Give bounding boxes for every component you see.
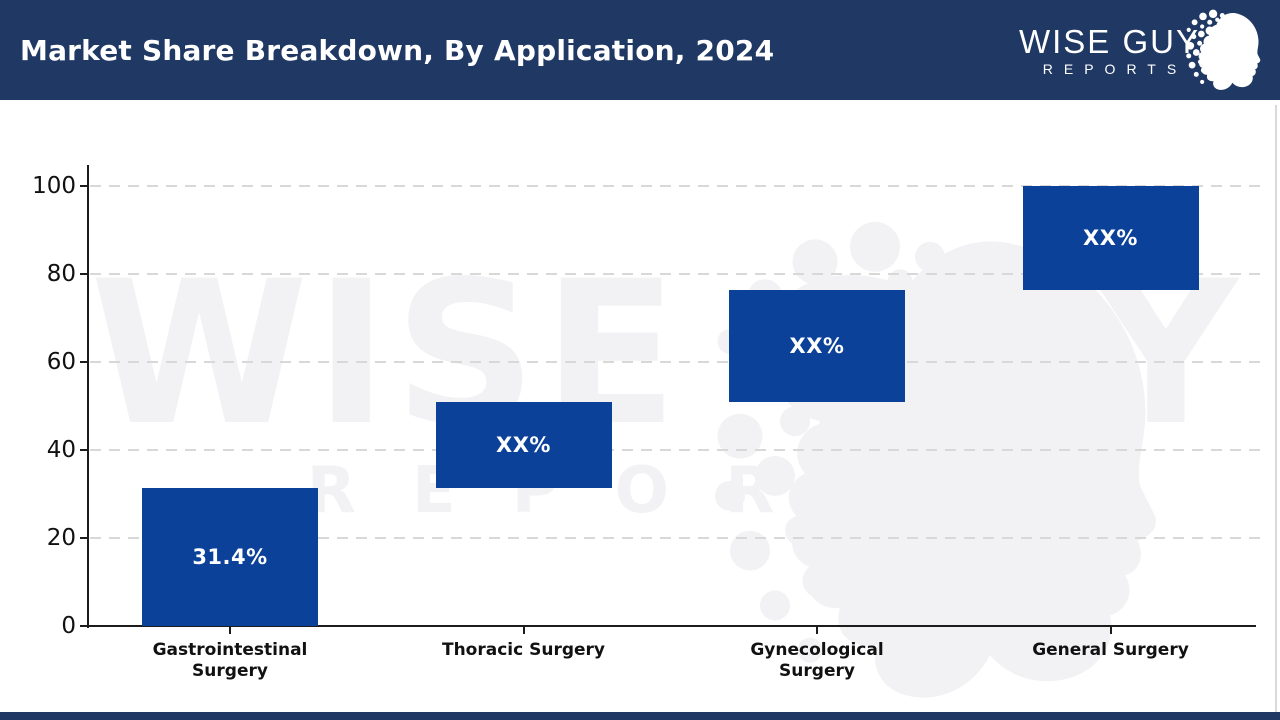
- brand-face-icon: [1182, 8, 1266, 92]
- grid-line-60: [90, 361, 1262, 363]
- bar-label-gynecological-surgery: XX%: [789, 334, 845, 359]
- y-tick-mark-20: [80, 537, 88, 539]
- y-tick-label-40: 40: [46, 437, 76, 463]
- y-tick-label-20: 20: [46, 525, 76, 551]
- bar-label-gastrointestinal-surgery: 31.4%: [192, 544, 268, 569]
- footer-strip: [0, 712, 1280, 720]
- bar-gynecological-surgery: XX%: [729, 290, 905, 403]
- y-tick-label-100: 100: [32, 173, 76, 199]
- plot-right-border: [1275, 105, 1277, 712]
- brand-subtitle: REPORTS: [1042, 60, 1188, 77]
- bar-thoracic-surgery: XX%: [435, 402, 612, 488]
- y-tick-mark-60: [80, 361, 88, 363]
- y-axis-line: [87, 165, 89, 628]
- plot-area: 0 20 40 60 80 100 31.4% Gastrointestinal Surger…: [0, 100, 1280, 712]
- bar-label-thoracic-surgery: XX%: [496, 432, 551, 457]
- y-tick-mark-100: [80, 185, 88, 187]
- bar-gastrointestinal-surgery: 31.4%: [142, 487, 318, 626]
- x-axis-label-gastrointestinal-surgery: Gastrointestinal Surgery: [152, 640, 308, 682]
- grid-line-40: [90, 449, 1262, 451]
- brand-logo: WISE GUY REPORTS: [1019, 8, 1280, 92]
- x-axis-line: [87, 625, 1256, 627]
- brand-logo-text: WISE GUY REPORTS: [1019, 25, 1200, 76]
- y-tick-label-60: 60: [46, 349, 76, 375]
- x-tick-general-surgery: [1109, 627, 1112, 634]
- y-tick-mark-80: [80, 273, 88, 275]
- x-axis-label-thoracic-surgery: Thoracic Surgery: [441, 640, 606, 660]
- x-axis-label-general-surgery: General Surgery: [1032, 640, 1189, 660]
- y-tick-mark-0: [80, 625, 88, 627]
- page-title: Market Share Breakdown, By Application, …: [20, 33, 775, 67]
- brand-name: WISE GUY: [1018, 22, 1200, 60]
- x-tick-gynecological-surgery: [816, 627, 818, 634]
- header: Market Share Breakdown, By Application, …: [0, 0, 1280, 100]
- y-tick-mark-40: [80, 449, 88, 451]
- x-tick-gastrointestinal-surgery: [229, 627, 231, 634]
- y-tick-label-80: 80: [46, 261, 76, 287]
- grid-line-20: [90, 537, 1262, 539]
- bar-label-general-surgery: XX%: [1083, 226, 1138, 251]
- bar-general-surgery: XX%: [1022, 186, 1199, 291]
- y-tick-label-0: 0: [61, 613, 76, 639]
- grid-line-80: [90, 273, 1262, 275]
- x-tick-thoracic-surgery: [522, 627, 525, 634]
- x-axis-label-gynecological-surgery: Gynecological Surgery: [750, 640, 884, 682]
- grid-line-100: [90, 185, 1262, 187]
